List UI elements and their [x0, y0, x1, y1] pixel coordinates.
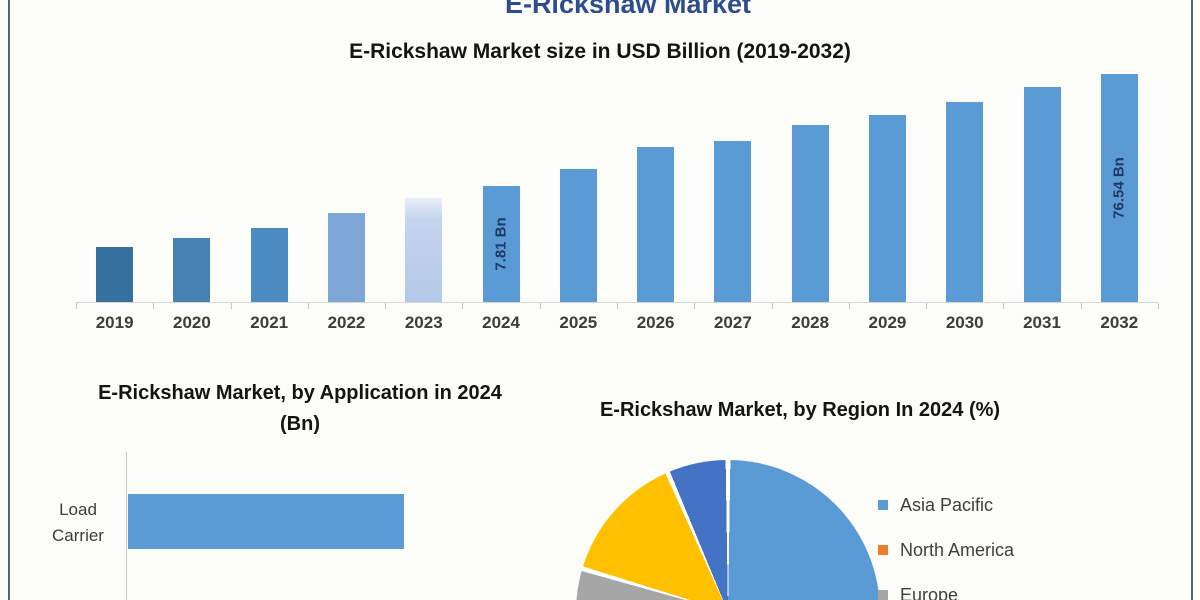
x-label-2024: 2024: [482, 313, 520, 332]
x-label-2025: 2025: [559, 313, 598, 332]
legend-label: North America: [900, 539, 1015, 560]
legend-swatch-icon: [878, 500, 888, 510]
clipped-page-heading: E-Rickshaw Market: [478, 0, 778, 13]
x-label-2027: 2027: [713, 313, 752, 332]
legend-swatch-icon: [878, 545, 888, 555]
bar-column-2019: [76, 66, 153, 302]
x-label-2022: 2022: [327, 313, 366, 332]
market-size-x-labels: 2019 2020 2021 2022 2023 2024 2025 2026 2027 2028…: [76, 313, 1158, 333]
bar-column-2027: [694, 66, 771, 302]
x-label-2026: 2026: [636, 313, 675, 332]
x-label-2031: 2031: [1023, 313, 1061, 332]
bar-2022: [327, 213, 365, 302]
region-chart-title: E-Rickshaw Market, by Region In 2024 (%): [599, 399, 1001, 421]
axis-tick-cell: [773, 303, 850, 309]
application-bar-load-carrier: [128, 494, 404, 549]
bar-2021: [250, 228, 288, 302]
market-size-chart-title: E-Rickshaw Market size in USD Billion (2…: [349, 40, 851, 63]
bar-2025: [559, 169, 597, 302]
x-label-2021: 2021: [250, 313, 289, 332]
legend-item-europe: Europe: [878, 584, 1014, 600]
axis-tick-cell: [695, 303, 773, 309]
bar-column-2021: [231, 66, 308, 302]
bar-column-2023: [385, 66, 462, 302]
axis-tick-cell: [618, 303, 696, 309]
axis-tick-cell: [77, 303, 155, 309]
axis-tick-cell: [154, 303, 232, 309]
page-border-right: [1191, 0, 1193, 600]
x-label-2030: 2030: [945, 313, 984, 332]
bar-column-2022: [308, 66, 385, 302]
page-border-left: [8, 0, 10, 600]
axis-tick-cell: [309, 303, 387, 309]
bar-2027: [714, 141, 752, 302]
bar-2031: [1023, 87, 1061, 302]
bar-2030: [946, 102, 984, 302]
bar-2026: [637, 147, 675, 302]
bar-2032: 76.54 Bn: [1100, 74, 1138, 302]
market-size-plot: 7.81 Bn 76.54 Bn: [76, 66, 1158, 302]
x-label-2028: 2028: [791, 313, 830, 332]
legend-swatch-icon: [878, 590, 888, 600]
legend-label: Asia Pacific: [900, 494, 994, 515]
legend-label: Europe: [900, 584, 959, 600]
region-pie: [576, 460, 880, 600]
bar-column-2026: [617, 66, 694, 302]
axis-tick-cell: [927, 303, 1005, 309]
bar-2029: [868, 115, 906, 302]
bar-column-2032: 76.54 Bn: [1081, 66, 1158, 302]
axis-tick-cell: [1004, 303, 1082, 309]
legend-item-north-america: North America: [878, 539, 1014, 561]
market-size-x-axis-line: [76, 302, 1158, 303]
axis-tick-cell: [541, 303, 618, 309]
application-category-label: Load Carrier: [52, 500, 104, 545]
legend-item-asia-pacific: Asia Pacific: [878, 494, 1014, 516]
axis-tick-cell: [232, 303, 309, 309]
x-label-2020: 2020: [173, 313, 211, 332]
axis-tick-cell: [850, 303, 928, 309]
bar-column-2028: [772, 66, 849, 302]
bar-column-2020: [153, 66, 230, 302]
axis-tick-cell: [386, 303, 464, 309]
market-size-axis-ticks: [76, 303, 1159, 309]
axis-tick-cell: [1082, 303, 1159, 309]
region-legend: Asia Pacific North America Europe: [878, 494, 1014, 600]
bar-column-2030: [926, 66, 1003, 302]
x-label-2029: 2029: [868, 313, 907, 332]
bar-2019: [96, 247, 134, 302]
x-label-2032: 2032: [1100, 313, 1139, 332]
bar-2020: [173, 238, 211, 302]
axis-tick-cell: [463, 303, 541, 309]
bar-column-2029: [849, 66, 926, 302]
bar-data-label-2024: 7.81 Bn: [492, 217, 510, 271]
bar-column-2024: 7.81 Bn: [462, 66, 539, 302]
bar-2028: [791, 125, 829, 302]
application-y-axis-line: [126, 452, 127, 600]
clipped-page-heading-text: E-Rickshaw Market: [505, 0, 751, 13]
bar-2023: [405, 198, 443, 302]
x-label-2019: 2019: [95, 313, 134, 332]
application-chart-title: E-Rickshaw Market, by Application in 202…: [98, 382, 502, 435]
bar-data-label-2032: 76.54 Bn: [1110, 157, 1128, 219]
bar-column-2025: [540, 66, 617, 302]
bar-column-2031: [1003, 66, 1080, 302]
bar-2024: 7.81 Bn: [482, 186, 520, 302]
x-label-2023: 2023: [404, 313, 443, 332]
